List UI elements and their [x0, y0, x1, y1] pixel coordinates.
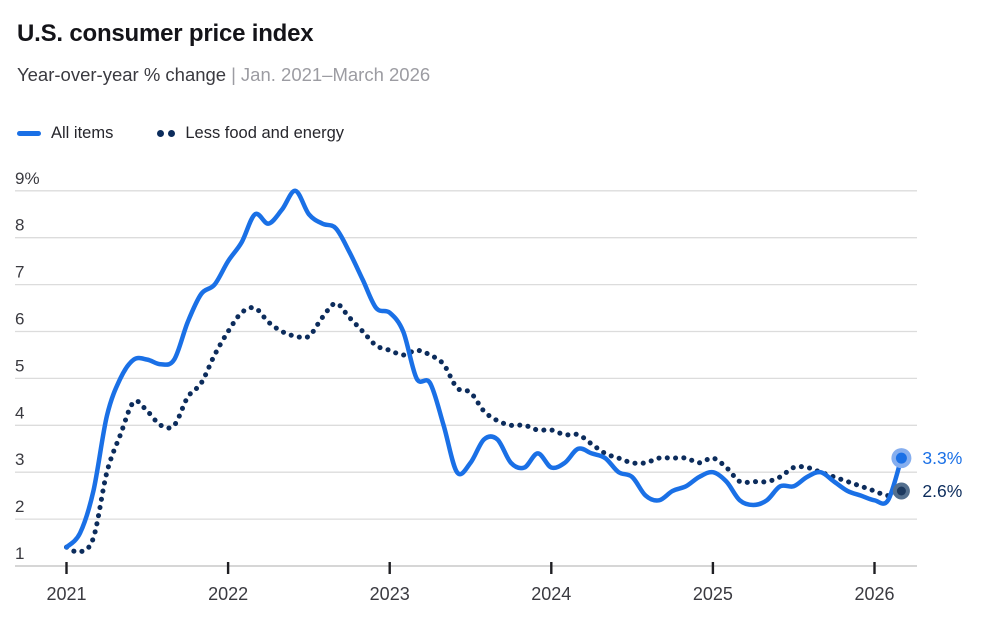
x-axis-tick-label: 2026 [854, 584, 894, 604]
y-axis-tick-label: 9% [15, 169, 40, 188]
subtitle-primary: Year-over-year % change [17, 64, 227, 85]
series-line-1 [64, 300, 904, 555]
x-axis: 2021 2022 2023 2024 2025 2026 [46, 562, 895, 604]
y-axis-tick-label: 4 [15, 403, 24, 422]
series-endpoint-0: 3.3% [891, 448, 962, 469]
chart-subtitle: Year-over-year % change | Jan. 2021–March … [17, 64, 430, 86]
y-axis-tick-label: 2 [15, 497, 24, 516]
series-end-label: 2.6% [922, 481, 962, 501]
y-axis-tick-label: 5 [15, 356, 24, 375]
legend-label-all-items: All items [51, 124, 114, 142]
y-axis-tick-label: 1 [15, 544, 24, 563]
y-axis-tick-label: 8 [15, 216, 24, 235]
grid-lines: 9% 8 7 6 5 4 3 2 1 [15, 169, 917, 567]
x-axis-tick-label: 2024 [531, 584, 571, 604]
series-line-0 [64, 188, 904, 550]
subtitle-separator: | [231, 64, 236, 85]
x-axis-tick-label: 2021 [46, 584, 86, 604]
x-axis-tick-label: 2025 [693, 584, 733, 604]
dotted-line-swatch-icon [157, 130, 176, 137]
y-axis-tick-label: 6 [15, 310, 24, 329]
legend-label-less-food-energy: Less food and energy [185, 124, 345, 142]
legend-item-less-food-energy: Less food and energy [157, 124, 344, 143]
y-axis-tick-label: 3 [15, 450, 24, 469]
x-axis-tick-label: 2022 [208, 584, 248, 604]
subtitle-date-range: Jan. 2021–March 2026 [240, 64, 431, 85]
chart-legend: All items Less food and energy [17, 124, 344, 143]
x-axis-tick-label: 2023 [370, 584, 410, 604]
y-axis-tick-label: 7 [15, 263, 24, 282]
series-endpoint-1: 2.6% [892, 481, 962, 501]
page-title: U.S. consumer price index [17, 20, 314, 47]
legend-item-all-items: All items [17, 124, 113, 143]
series-end-label: 3.3% [922, 448, 962, 468]
solid-line-swatch-icon [17, 130, 41, 137]
